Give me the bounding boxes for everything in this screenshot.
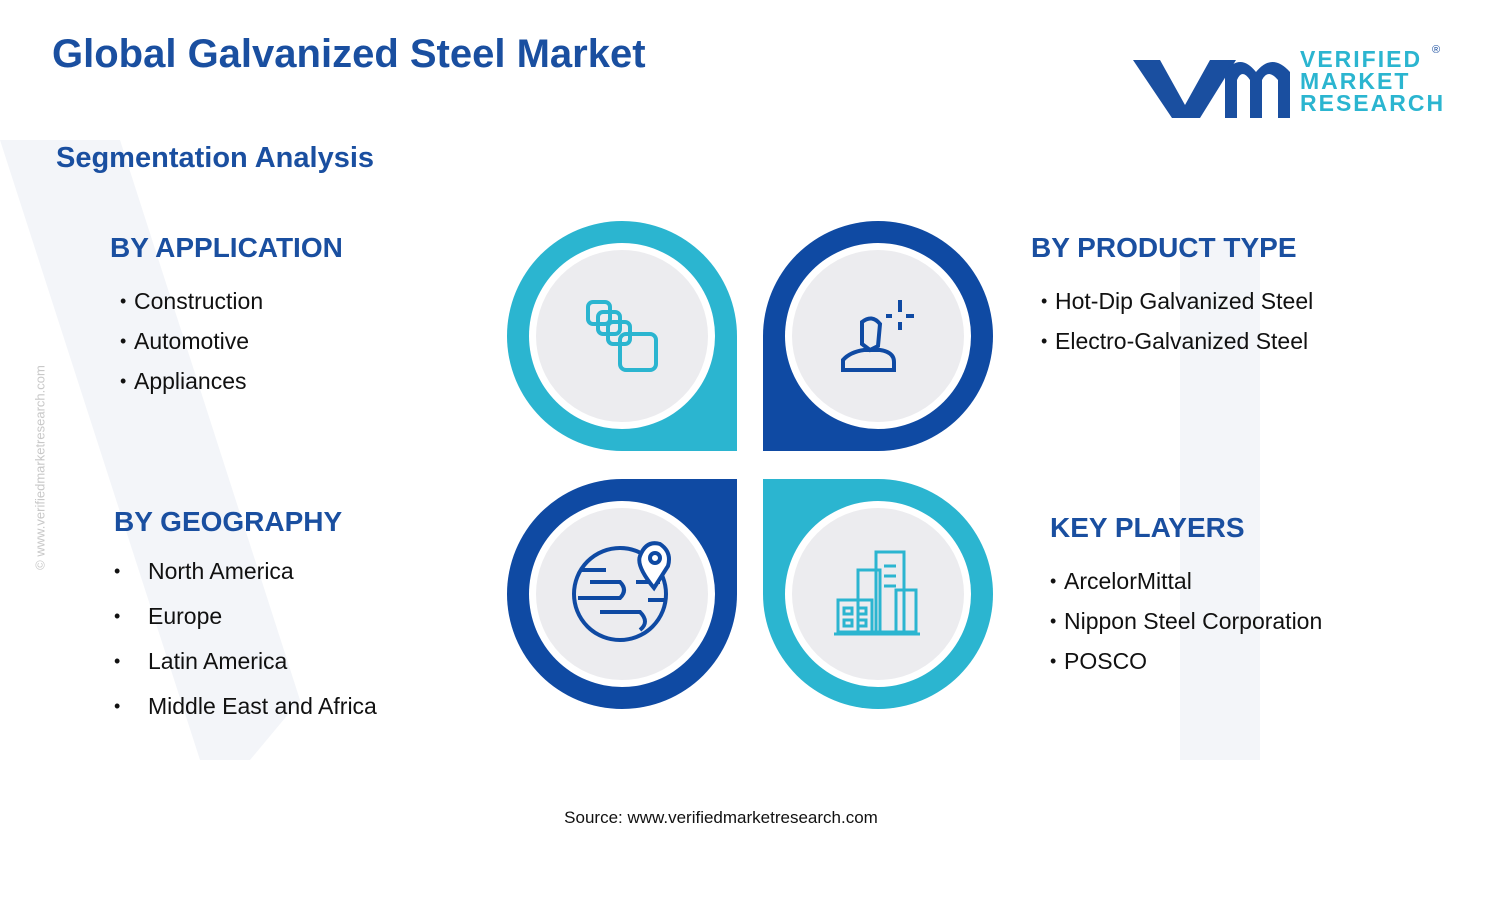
segment-items: North AmericaEuropeLatin AmericaMiddle E… [114, 549, 377, 729]
segment-item: North America [114, 549, 377, 594]
segment-title: BY APPLICATION [110, 232, 343, 263]
logo-line: RESEARCH [1300, 90, 1446, 116]
logo-mark: ® [1432, 44, 1441, 56]
watermark: © www.verifiedmarketresearch.com [32, 365, 48, 570]
segment-items: ArcelorMittalNippon Steel CorporationPOS… [1050, 561, 1322, 681]
segment-item: Construction [120, 281, 263, 321]
logo-line: VERIFIED [1300, 46, 1423, 72]
segment-title: BY GEOGRAPHY [114, 506, 343, 537]
segment-item: Automotive [120, 321, 263, 361]
icon-geography [572, 541, 671, 642]
icon-product [841, 300, 914, 372]
segment-title: BY PRODUCT TYPE [1031, 232, 1297, 263]
segment-item: Latin America [114, 639, 377, 684]
segment-title: KEY PLAYERS [1050, 512, 1245, 543]
subtitle: Segmentation Analysis [56, 142, 375, 174]
segment-item: ArcelorMittal [1050, 561, 1322, 601]
segment-item: Electro-Galvanized Steel [1041, 321, 1313, 361]
source: Source: www.verifiedmarketresearch.com [564, 808, 878, 827]
logo-v [1133, 60, 1236, 118]
segment-item: Nippon Steel Corporation [1050, 601, 1322, 641]
logo-line: MARKET [1300, 68, 1411, 94]
quadrants [507, 221, 993, 709]
segment-item: Hot-Dip Galvanized Steel [1041, 281, 1313, 321]
logo-m [1225, 62, 1290, 118]
segment-item: POSCO [1050, 641, 1322, 681]
icon-players [834, 550, 920, 636]
segment-item: Middle East and Africa [114, 684, 377, 729]
segment-items: ConstructionAutomotiveAppliances [120, 281, 263, 401]
logo-text: VERIFIED MARKET RESEARCH [1300, 46, 1446, 116]
segment-item: Europe [114, 594, 377, 639]
icon-application [586, 300, 658, 372]
title: Global Galvanized Steel Market [52, 32, 646, 76]
segment-item: Appliances [120, 361, 263, 401]
segment-items: Hot-Dip Galvanized SteelElectro-Galvaniz… [1041, 281, 1313, 361]
